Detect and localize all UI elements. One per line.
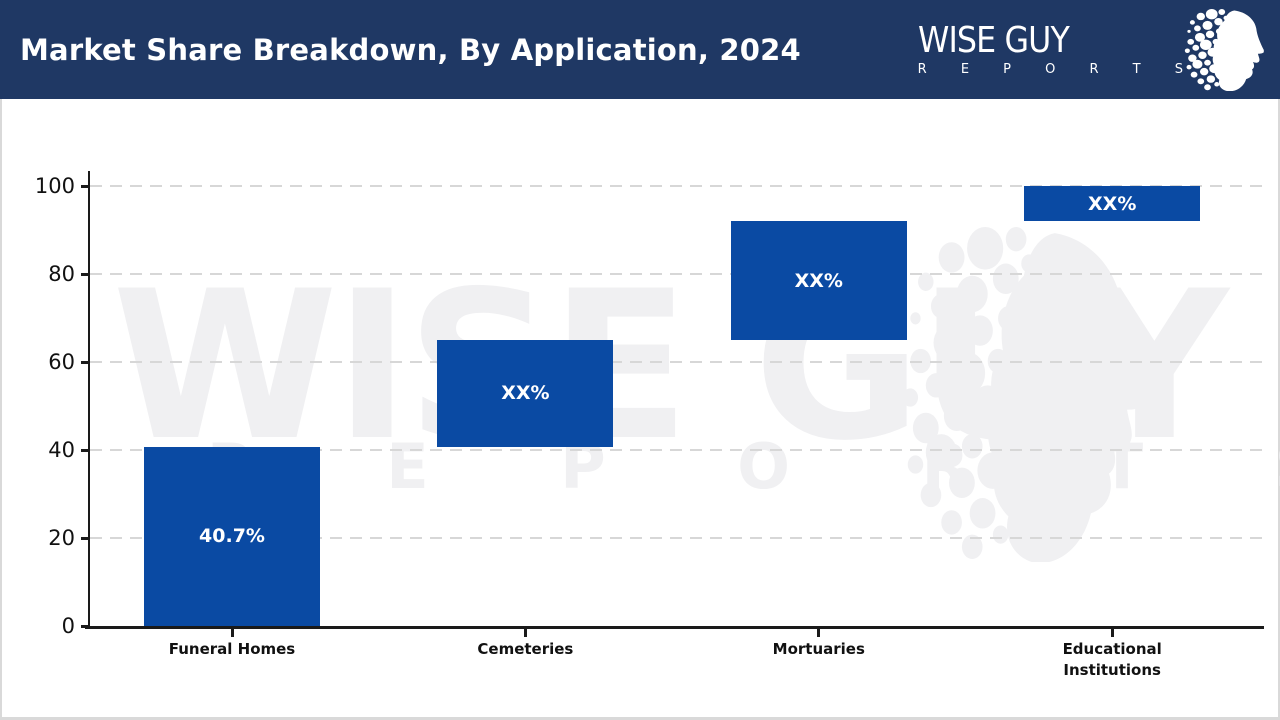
y-tick-label: 20 — [48, 526, 75, 550]
x-axis-line — [85, 626, 1264, 629]
x-tick-3 — [1110, 628, 1114, 637]
gridline-y-60 — [90, 361, 1264, 363]
bar-cemeteries — [437, 340, 614, 447]
x-tick-0 — [230, 628, 234, 637]
y-tick-label: 60 — [48, 350, 75, 374]
y-tick-40 — [81, 448, 90, 452]
y-tick-label: 0 — [61, 614, 75, 638]
bar-educational — [1024, 186, 1201, 222]
chart-area: WISE GUY R E P O R T S 0 20 40 60 80 100 40.7%… — [0, 99, 1280, 720]
x-tick-label: Mortuaries — [772, 640, 865, 658]
y-axis-line — [87, 171, 90, 629]
y-tick-80 — [81, 272, 90, 276]
gridline-y-80 — [90, 273, 1264, 275]
bar-value-label: XX% — [501, 382, 550, 405]
y-tick-60 — [81, 360, 90, 364]
y-tick-label: 100 — [34, 174, 75, 198]
header-bar: Market Share Breakdown, By Application, … — [0, 0, 1280, 99]
y-tick-label: 80 — [48, 262, 75, 286]
y-tick-label: 40 — [48, 438, 75, 462]
y-tick-100 — [81, 184, 90, 188]
gridline-y-40 — [90, 449, 1264, 451]
x-tick-1 — [523, 628, 527, 637]
watermark-head-icon — [902, 227, 1146, 562]
bar-funeral-homes — [144, 446, 320, 626]
x-tick-2 — [817, 628, 821, 637]
logo-subtitle: R E P O R T S — [917, 61, 1198, 77]
page-title: Market Share Breakdown, By Application, … — [20, 32, 801, 67]
logo-text: WISE GUY R E P O R T S — [917, 19, 1198, 77]
x-tick-label: Funeral Homes — [168, 640, 296, 658]
bar-mortuaries — [730, 221, 907, 340]
wise-guy-logo: WISE GUY R E P O R T S — [917, 8, 1268, 91]
x-tick-label: Educational Institutions — [1062, 640, 1162, 679]
gridline-y-20 — [90, 537, 1264, 539]
x-tick-label: Cemeteries — [477, 640, 574, 658]
bar-value-label: 40.7% — [199, 525, 265, 548]
bar-value-label: XX% — [794, 269, 843, 292]
y-tick-20 — [81, 536, 90, 540]
bar-value-label: XX% — [1088, 192, 1137, 215]
logo-head-icon — [1184, 8, 1264, 91]
gridline-y-100 — [90, 185, 1264, 187]
logo-wordmark: WISE GUY — [917, 19, 1070, 61]
